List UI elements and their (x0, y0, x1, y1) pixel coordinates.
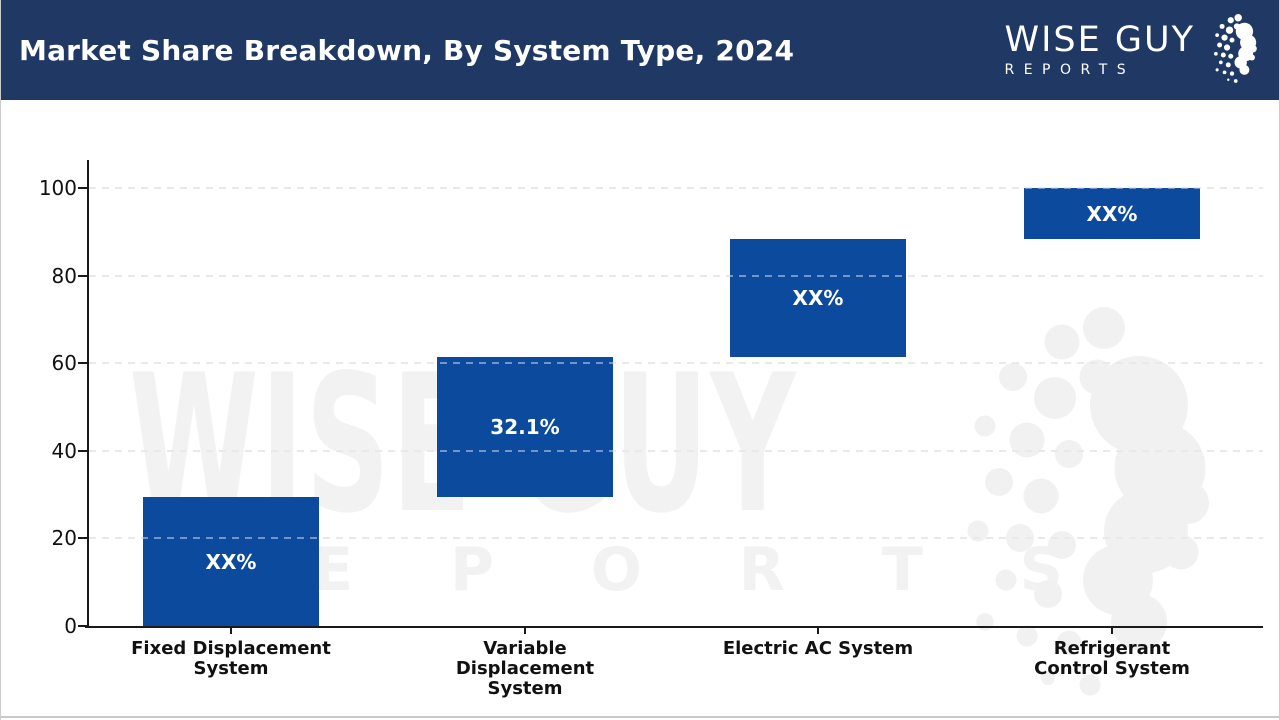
category-label-line: System (193, 658, 269, 679)
y-tick-label: 0 (64, 614, 77, 638)
y-axis-tick (78, 449, 87, 452)
gridline (89, 362, 1263, 365)
category-label: Electric AC System (658, 639, 978, 659)
chart-area: WISE GUY R E P O R T S 0 20 40 60 80 100 XX% 32… (1, 100, 1279, 716)
gridline (89, 274, 1263, 277)
y-axis-tick (78, 537, 87, 540)
category-label: Refrigerant Control System (952, 639, 1272, 679)
x-axis-tick (1111, 627, 1113, 634)
y-tick-label: 60 (51, 351, 77, 376)
bar: 32.1% (437, 356, 613, 498)
bar-value-label: XX% (1086, 201, 1138, 226)
brand-reports-label: REPORTS (1004, 62, 1136, 78)
y-axis-tick (78, 625, 87, 627)
gridline (89, 187, 1263, 189)
category-label-line: Fixed Displacement (131, 638, 331, 659)
category-label-line: Refrigerant (1053, 638, 1171, 659)
brand-wordmark: WISE GUY (1004, 20, 1195, 60)
y-tick-label: 40 (51, 438, 77, 463)
brand-logo: WISE GUY REPORTS (1004, 9, 1263, 91)
category-label-line: Control System (1034, 658, 1190, 679)
y-axis-tick (78, 187, 87, 189)
watermark-head-icon (967, 307, 1209, 696)
bar: XX% (730, 239, 906, 357)
gridline (89, 537, 1263, 540)
header: Market Share Breakdown, By System Type, … (1, 0, 1279, 100)
x-axis-line (85, 626, 1263, 628)
y-axis-tick (78, 362, 87, 365)
gridline (89, 449, 1263, 452)
category-label: Fixed Displacement System (71, 639, 391, 679)
bottom-rule (1, 716, 1279, 718)
category-label-line: Displacement (455, 658, 595, 679)
y-axis-spine (87, 160, 89, 628)
x-axis-tick (524, 627, 526, 634)
y-tick-label: 80 (51, 263, 77, 288)
y-tick-label: 100 (38, 176, 77, 200)
y-axis-tick (78, 274, 87, 277)
brand-text: WISE GUY REPORTS (1004, 20, 1195, 78)
y-tick-label: 20 (51, 526, 77, 551)
page-title: Market Share Breakdown, By System Type, … (19, 33, 795, 67)
bar-value-label: 32.1% (490, 414, 560, 439)
x-axis-tick (817, 627, 819, 634)
bar-value-label: XX% (792, 285, 844, 310)
category-label: Variable Displacement System (365, 639, 685, 699)
dotted-head-icon (1214, 14, 1257, 83)
bar-value-label: XX% (205, 549, 257, 574)
category-label-line: Electric AC System (722, 638, 914, 659)
category-label-line: Variable (483, 638, 567, 659)
bar: XX% (1024, 188, 1200, 240)
bar: XX% (143, 497, 319, 626)
x-axis-tick (230, 627, 232, 634)
category-label-line: System (487, 678, 563, 699)
